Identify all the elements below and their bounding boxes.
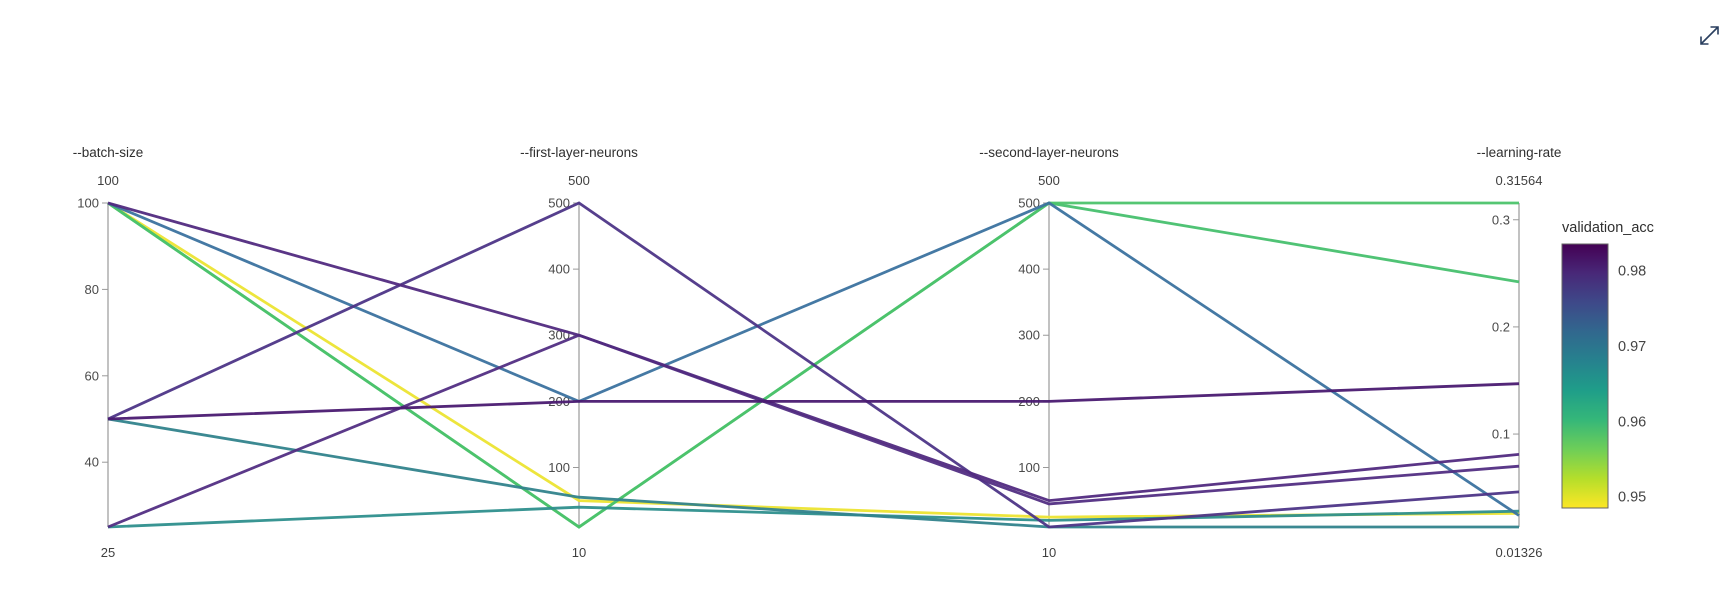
axis-1: 100200300400500--first-layer-neurons5001… (520, 145, 638, 560)
axis-3: 0.1 0.2 0.3 --learning-rate 0.31564 0.01326 (1477, 145, 1562, 560)
colorbar-tick-label: 0.96 (1618, 414, 1646, 430)
axis-tick-label: 100 (548, 460, 570, 475)
colorbar-gradient (1561, 243, 1609, 509)
axes-layer: 406080100--batch-size1002510020030040050… (73, 145, 1562, 560)
lines-layer (107, 201, 1520, 529)
colorbar-title: validation_acc (1562, 220, 1654, 236)
expand-icon[interactable] (1700, 26, 1719, 45)
axis-0: 40 60 80 100 --batch-size 100 25 (73, 145, 144, 560)
axis-title: --first-layer-neurons (520, 145, 638, 160)
axis-tick-label: 40 (85, 455, 99, 470)
axis-tick-label: 400 (1018, 262, 1040, 277)
axis-tick-label: 80 (85, 282, 99, 297)
axis-tick-label: 300 (1018, 328, 1040, 343)
data-line-run-10 (107, 201, 1520, 519)
data-line-run-5 (107, 201, 1520, 517)
data-line-run-7 (107, 505, 1520, 529)
axis-tick-label: 0.1 (1492, 427, 1510, 442)
data-line-run-6 (107, 417, 1519, 529)
data-line-run-2 (107, 201, 1520, 503)
axis-max-label: 100 (97, 173, 119, 188)
axis-min-label: 25 (101, 545, 115, 560)
axis-title: --second-layer-neurons (979, 145, 1119, 160)
axis-tick-label: 500 (1018, 196, 1040, 211)
axis-tick-label: 100 (1018, 460, 1040, 475)
axis-min-label: 10 (572, 545, 586, 560)
axis-tick-label: 100 (77, 196, 99, 211)
colorbar-tick-label: 0.97 (1618, 339, 1646, 355)
axis-tick-label: 0.2 (1492, 319, 1510, 334)
axis-tick-label: 0.3 (1492, 212, 1510, 227)
axis-2: 100200300400500--second-layer-neurons500… (979, 145, 1119, 560)
data-line-run-4 (107, 201, 1520, 529)
axis-title: --batch-size (73, 145, 144, 160)
data-line-run-3 (107, 333, 1520, 529)
axis-tick-label: 500 (548, 196, 570, 211)
axis-max-label: 0.31564 (1496, 173, 1543, 188)
colorbar-tick-label: 0.95 (1618, 490, 1646, 506)
axis-min-label: 10 (1042, 545, 1056, 560)
axis-max-label: 500 (568, 173, 590, 188)
colorbar-group: validation_acc 0.98 0.97 0.96 0.95 (1561, 220, 1654, 509)
axis-min-label: 0.01326 (1496, 545, 1543, 560)
colorbar-tick-label: 0.98 (1618, 263, 1646, 279)
axis-tick-label: 400 (548, 262, 570, 277)
axis-tick-label: 60 (85, 368, 99, 383)
data-line-run-1 (107, 382, 1520, 421)
axis-title: --learning-rate (1477, 145, 1562, 160)
axis-max-label: 500 (1038, 173, 1060, 188)
